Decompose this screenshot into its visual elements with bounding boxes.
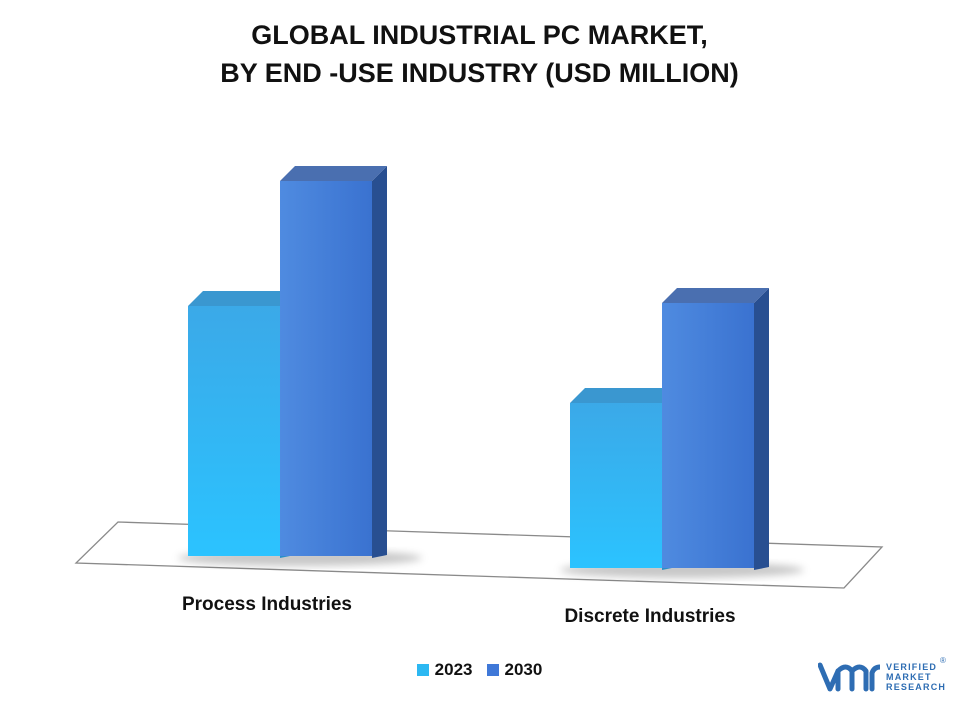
category-labels: Process Industries Discrete Industries: [182, 594, 736, 627]
bar-side-face: [754, 288, 769, 570]
bar-side-face: [372, 166, 387, 558]
category-label-discrete-industries: Discrete Industries: [564, 606, 735, 627]
legend-swatch-2023: [416, 664, 429, 676]
legend-item-2023[interactable]: 2023: [416, 660, 473, 680]
bar-front-face: [662, 303, 754, 568]
legend-label-2023: 2023: [434, 660, 473, 679]
vmr-logo-line-1: VERIFIED: [886, 662, 938, 672]
bar-front-face: [280, 181, 372, 556]
bar-front-face: [188, 306, 280, 556]
legend: 2023 2030: [0, 660, 959, 680]
vmr-logo-text: VERIFIED MARKET RESEARCH: [886, 662, 946, 692]
vmr-logo: VERIFIED MARKET RESEARCH: [818, 660, 946, 694]
registered-mark: ®: [940, 656, 946, 665]
bar-2023-discrete-industries[interactable]: [570, 388, 677, 570]
vmr-logo-line-3: RESEARCH: [886, 682, 947, 692]
bar-2023-process-industries[interactable]: [188, 291, 295, 558]
legend-swatch-2030: [486, 664, 499, 676]
bars-layer: [178, 166, 804, 578]
bar-2030-process-industries[interactable]: [280, 166, 387, 558]
vmr-logo-line-2: MARKET: [886, 672, 932, 682]
chart-title-line-1: GLOBAL INDUSTRIAL PC MARKET,: [251, 20, 708, 50]
legend-label-2030: 2030: [504, 660, 543, 679]
legend-item-2030[interactable]: 2030: [486, 660, 543, 680]
bar-2030-discrete-industries[interactable]: [662, 288, 769, 570]
bar-top-face: [570, 388, 677, 403]
bar-top-face: [662, 288, 769, 303]
chart-title: GLOBAL INDUSTRIAL PC MARKET, BY END -USE…: [0, 16, 959, 92]
category-label-process-industries: Process Industries: [182, 594, 352, 615]
bar-front-face: [570, 403, 662, 568]
vmr-logo-icon: [818, 662, 880, 692]
chart-title-line-2: BY END -USE INDUSTRY (USD MILLION): [220, 58, 739, 88]
bar-top-face: [188, 291, 295, 306]
bar-top-face: [280, 166, 387, 181]
